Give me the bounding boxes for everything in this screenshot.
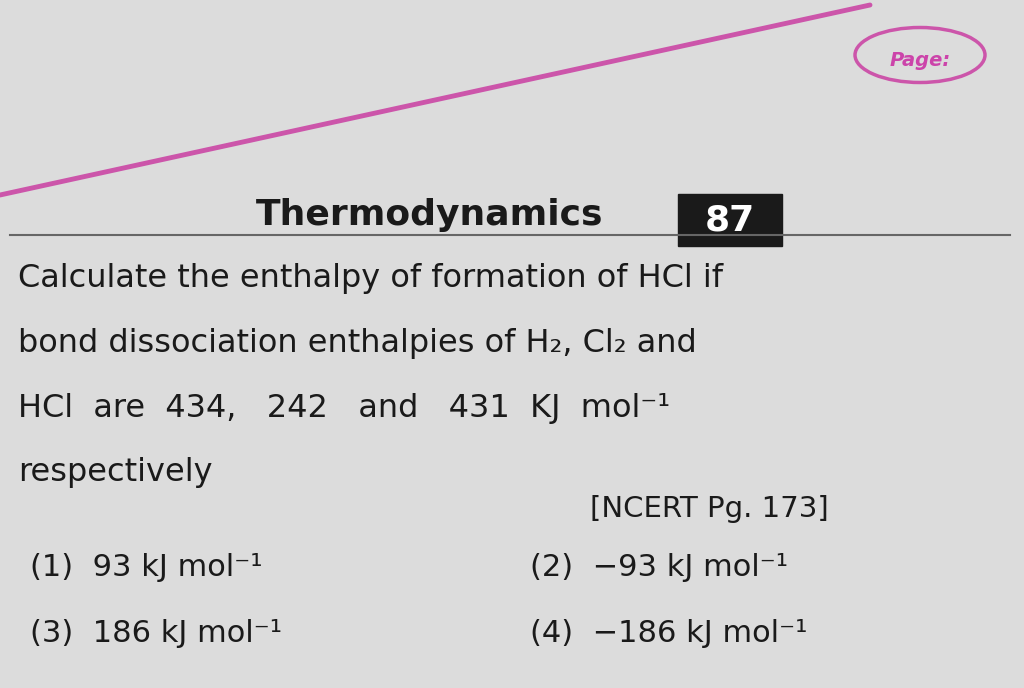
- Text: 87: 87: [705, 203, 755, 237]
- Text: (1)  93 kJ mol⁻¹: (1) 93 kJ mol⁻¹: [30, 554, 262, 583]
- FancyBboxPatch shape: [678, 194, 782, 246]
- Text: Page:: Page:: [890, 50, 950, 69]
- Text: Calculate the enthalpy of formation of HCl if: Calculate the enthalpy of formation of H…: [18, 263, 723, 294]
- Text: Thermodynamics: Thermodynamics: [256, 198, 604, 232]
- Text: bond dissociation enthalpies of H₂, Cl₂ and: bond dissociation enthalpies of H₂, Cl₂ …: [18, 327, 696, 358]
- Text: (3)  186 kJ mol⁻¹: (3) 186 kJ mol⁻¹: [30, 619, 282, 647]
- Text: (4)  −186 kJ mol⁻¹: (4) −186 kJ mol⁻¹: [530, 619, 807, 647]
- Text: HCl  are  434,   242   and   431  KJ  mol⁻¹: HCl are 434, 242 and 431 KJ mol⁻¹: [18, 392, 670, 424]
- Text: [NCERT Pg. 173]: [NCERT Pg. 173]: [590, 495, 828, 523]
- Text: respectively: respectively: [18, 458, 213, 488]
- Text: (2)  −93 kJ mol⁻¹: (2) −93 kJ mol⁻¹: [530, 554, 788, 583]
